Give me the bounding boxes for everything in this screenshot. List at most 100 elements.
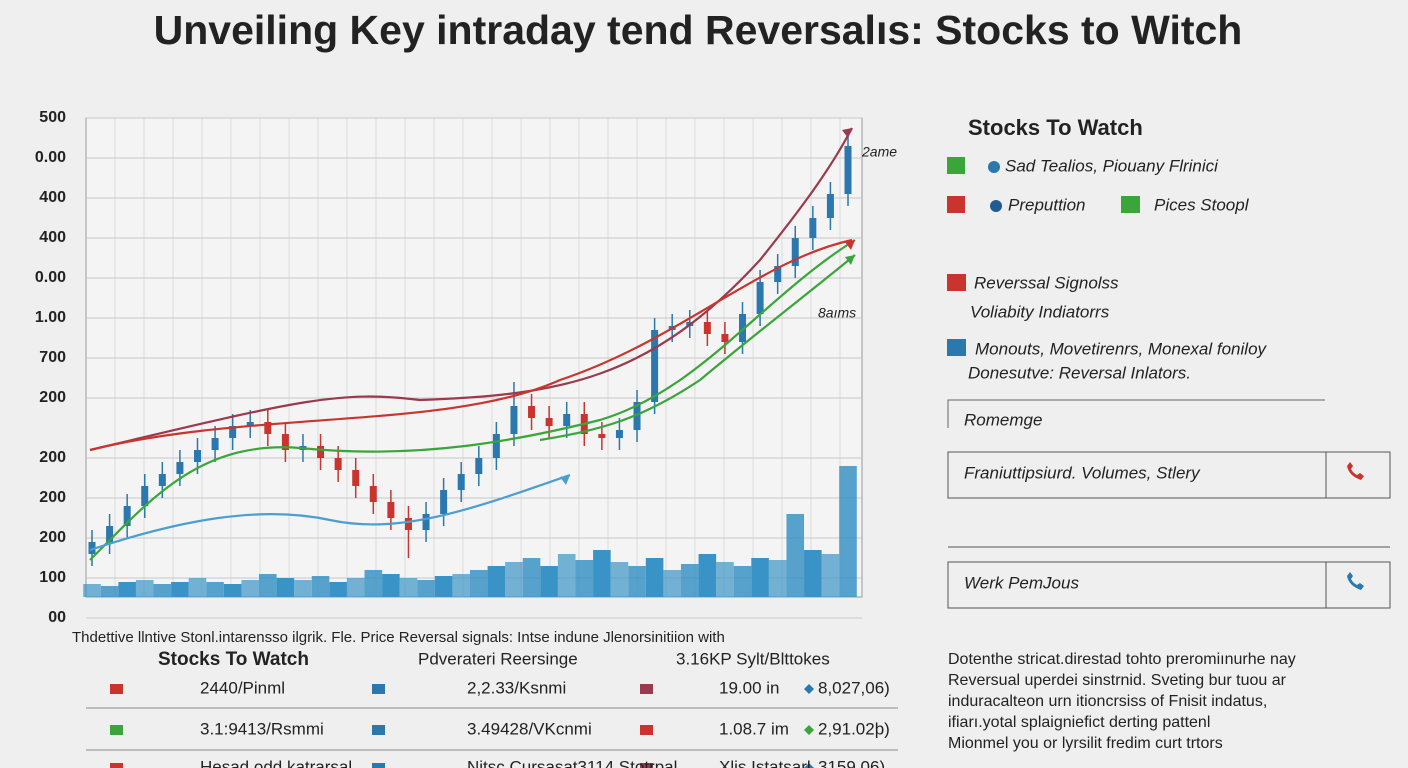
volume-bar [346, 578, 365, 597]
note: Donesutve: Reversal Inlators. [968, 363, 1191, 382]
trend-line [89, 473, 571, 552]
candle-body [651, 330, 659, 402]
volume-bar [100, 586, 119, 597]
candle-body [721, 334, 729, 342]
volume-bar [733, 566, 752, 597]
legend-dot [990, 200, 1002, 212]
volume-bar [821, 554, 840, 597]
candle-body [633, 402, 641, 430]
signal: Reverssal Signolss [974, 273, 1119, 292]
volume-bar [399, 578, 418, 597]
annotation: 2ame [861, 144, 897, 160]
table-cell: 1.08.7 im [719, 719, 789, 738]
volume-bar [839, 466, 857, 597]
phone-icon[interactable] [1347, 462, 1364, 480]
row-marker [804, 763, 814, 768]
trend-line [89, 238, 853, 452]
y-tick-label: 1.00 [35, 309, 66, 326]
table-cell: 2440/Pinml [200, 678, 285, 697]
y-tick-label: 200 [39, 449, 66, 466]
candle-body [510, 406, 518, 434]
candle-body [440, 490, 448, 514]
legend-square [947, 157, 965, 174]
row-marker [804, 725, 814, 735]
paragraph-line: Mionmel you or lyrsilit fredim curt trto… [948, 735, 1223, 752]
paragraph: Dotenthe stricat.direstad tohto preromiı… [948, 651, 1296, 752]
volume-bar [610, 562, 629, 597]
candle-body [774, 266, 782, 282]
table-cell: Xlis Istatsarl [719, 757, 811, 768]
candle-body [528, 406, 536, 418]
volume-bar [645, 558, 664, 597]
candle-body [844, 146, 852, 194]
signal: Voliabity Indiatorrs [970, 302, 1110, 321]
candle-body [791, 238, 799, 266]
legend-square [947, 196, 965, 213]
candle-body [264, 422, 272, 434]
title: Unveiling Key intraday tend Reversalıs: … [154, 7, 1243, 53]
y-tick-label: 0.00 [35, 149, 66, 166]
trend-line [89, 127, 853, 452]
y-tick-label: 200 [39, 489, 66, 506]
volume-bar [786, 514, 805, 597]
candle-body [193, 450, 201, 462]
candle-body [739, 314, 747, 342]
trend-lines [89, 127, 856, 561]
volume-bar [311, 576, 330, 597]
y-tick-label: 0.00 [35, 269, 66, 286]
row-marker [640, 763, 653, 768]
row-marker [110, 684, 123, 694]
volume-bar [364, 570, 383, 597]
arrow-head [845, 255, 855, 265]
paragraph-line: induracalteon urn itioncrsiss of Fnisit … [948, 693, 1267, 710]
candle-body [141, 486, 149, 506]
table-cell: 3159.06) [818, 757, 885, 768]
candle-body [211, 438, 219, 450]
volume-bar [751, 558, 769, 597]
y-tick-label: 400 [39, 229, 66, 246]
table-cell: 2,2.33/Ksnmi [467, 678, 566, 697]
candle-body [88, 542, 96, 554]
field-box [947, 451, 1391, 499]
row-marker [372, 763, 385, 768]
field: Franiuttipsiurd. Volumes, Stlery [964, 463, 1201, 482]
candle-body [317, 446, 325, 458]
table-rows: 2440/Pinml 2,2.33/Ksnmi 19.00 in 8,027,06) 3… [110, 678, 890, 768]
field-border [947, 399, 1325, 428]
candle-body [334, 458, 342, 470]
y-tick-label: 700 [39, 349, 66, 366]
table-cell: 8,027,06) [818, 678, 890, 697]
volume-bar [680, 564, 699, 597]
candle-body [563, 414, 571, 426]
volume-bar [540, 566, 558, 597]
volume-bar [329, 582, 347, 597]
candle-body [422, 514, 430, 530]
volume-bar [575, 560, 594, 597]
phone-icon[interactable] [1347, 572, 1364, 590]
table-header: Pdverateri Reersinge [418, 649, 578, 668]
candle-body [809, 218, 817, 238]
table-cell: 19.00 in [719, 678, 780, 697]
volume-bar [294, 580, 312, 597]
y-tick-label: 500 [39, 109, 66, 126]
volume-bar [118, 582, 136, 597]
volume-bar [276, 578, 295, 597]
legend-square [1121, 196, 1140, 213]
candle-body [703, 322, 711, 334]
legend-entry: Sad Tealios, Piouany Flrinici [1005, 156, 1219, 175]
volume-bar [434, 576, 453, 597]
y-tick-label: 00 [48, 609, 66, 626]
volume-bar [171, 582, 189, 597]
arrow-head [560, 475, 570, 485]
y-tick-label: 400 [39, 189, 66, 206]
legend-entry: Preputtion [1008, 195, 1086, 214]
trend-line [89, 239, 856, 561]
volume-bar [259, 574, 277, 597]
candle-body [176, 462, 184, 474]
candle-body [387, 502, 395, 518]
volume-bar [716, 562, 734, 597]
volume-bar [593, 550, 611, 597]
row-marker [372, 725, 385, 735]
paragraph-line: Dotenthe stricat.direstad tohto preromiı… [948, 651, 1296, 668]
